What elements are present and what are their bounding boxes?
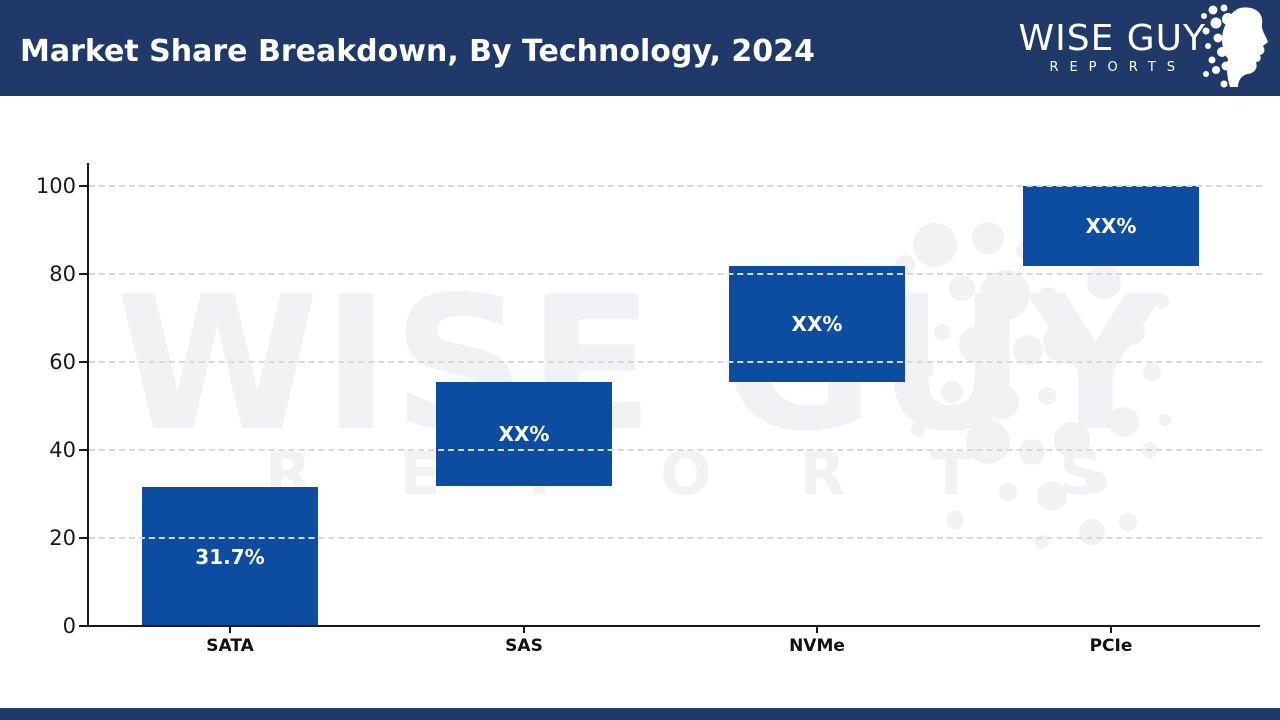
gridline — [89, 449, 1262, 451]
y-axis-tick-label: 100 — [35, 174, 76, 198]
y-axis-tick — [79, 361, 87, 363]
x-axis-tick — [523, 627, 525, 633]
x-axis-tick — [816, 627, 818, 633]
gridline — [89, 185, 1262, 187]
bar-value-label-sata: 31.7% — [195, 545, 265, 569]
y-axis-tick-label: 20 — [49, 526, 76, 550]
chart-title: Market Share Breakdown, By Technology, 2… — [20, 34, 815, 69]
y-axis-tick-label: 40 — [49, 438, 76, 462]
y-axis-tick-label: 0 — [62, 614, 76, 638]
y-axis-line — [87, 163, 89, 627]
bar-value-label-nvme: XX% — [791, 312, 843, 336]
y-axis-tick — [79, 449, 87, 451]
x-axis-tick-label-nvme: NVMe — [789, 636, 845, 656]
wise-guy-logo: WISE GUY REPORTS — [1012, 0, 1272, 96]
gridline — [89, 273, 1262, 275]
x-axis-tick — [229, 627, 231, 633]
gridline — [89, 361, 1262, 363]
plot-area: 0 20 40 60 80 100 31.7% SATA XX% SAS XX% NVMe XX% PCI… — [0, 96, 1280, 708]
logo-head-icon — [1201, 4, 1268, 88]
gridline — [89, 537, 1262, 539]
y-axis-tick — [79, 273, 87, 275]
bar-sata — [142, 487, 318, 626]
bar-pcie — [1023, 186, 1199, 266]
bar-sas — [436, 382, 612, 486]
logo-text: WISE GUY REPORTS — [1018, 18, 1207, 76]
x-axis-line — [86, 625, 1260, 627]
header-bar: Market Share Breakdown, By Technology, 2… — [0, 0, 1280, 96]
y-axis-tick-label: 80 — [49, 262, 76, 286]
bar-value-label-pcie: XX% — [1085, 214, 1137, 238]
watermark-subtitle: REPORTS — [265, 439, 1191, 509]
y-axis-tick — [79, 537, 87, 539]
logo-wordmark: WISE GUY — [1018, 18, 1206, 59]
x-axis-tick-label-sas: SAS — [505, 636, 543, 656]
y-axis-tick-label: 60 — [49, 350, 76, 374]
logo-subtitle: REPORTS — [1049, 60, 1187, 75]
footer-bar — [0, 708, 1280, 720]
y-axis-tick — [79, 625, 87, 627]
x-axis-tick-label-pcie: PCIe — [1089, 636, 1133, 656]
x-axis-tick-label-sata: SATA — [206, 636, 254, 656]
x-axis-tick — [1110, 627, 1112, 633]
bar-value-label-sas: XX% — [498, 422, 550, 446]
y-axis-tick — [79, 185, 87, 187]
watermark-head-dots — [895, 222, 1171, 549]
